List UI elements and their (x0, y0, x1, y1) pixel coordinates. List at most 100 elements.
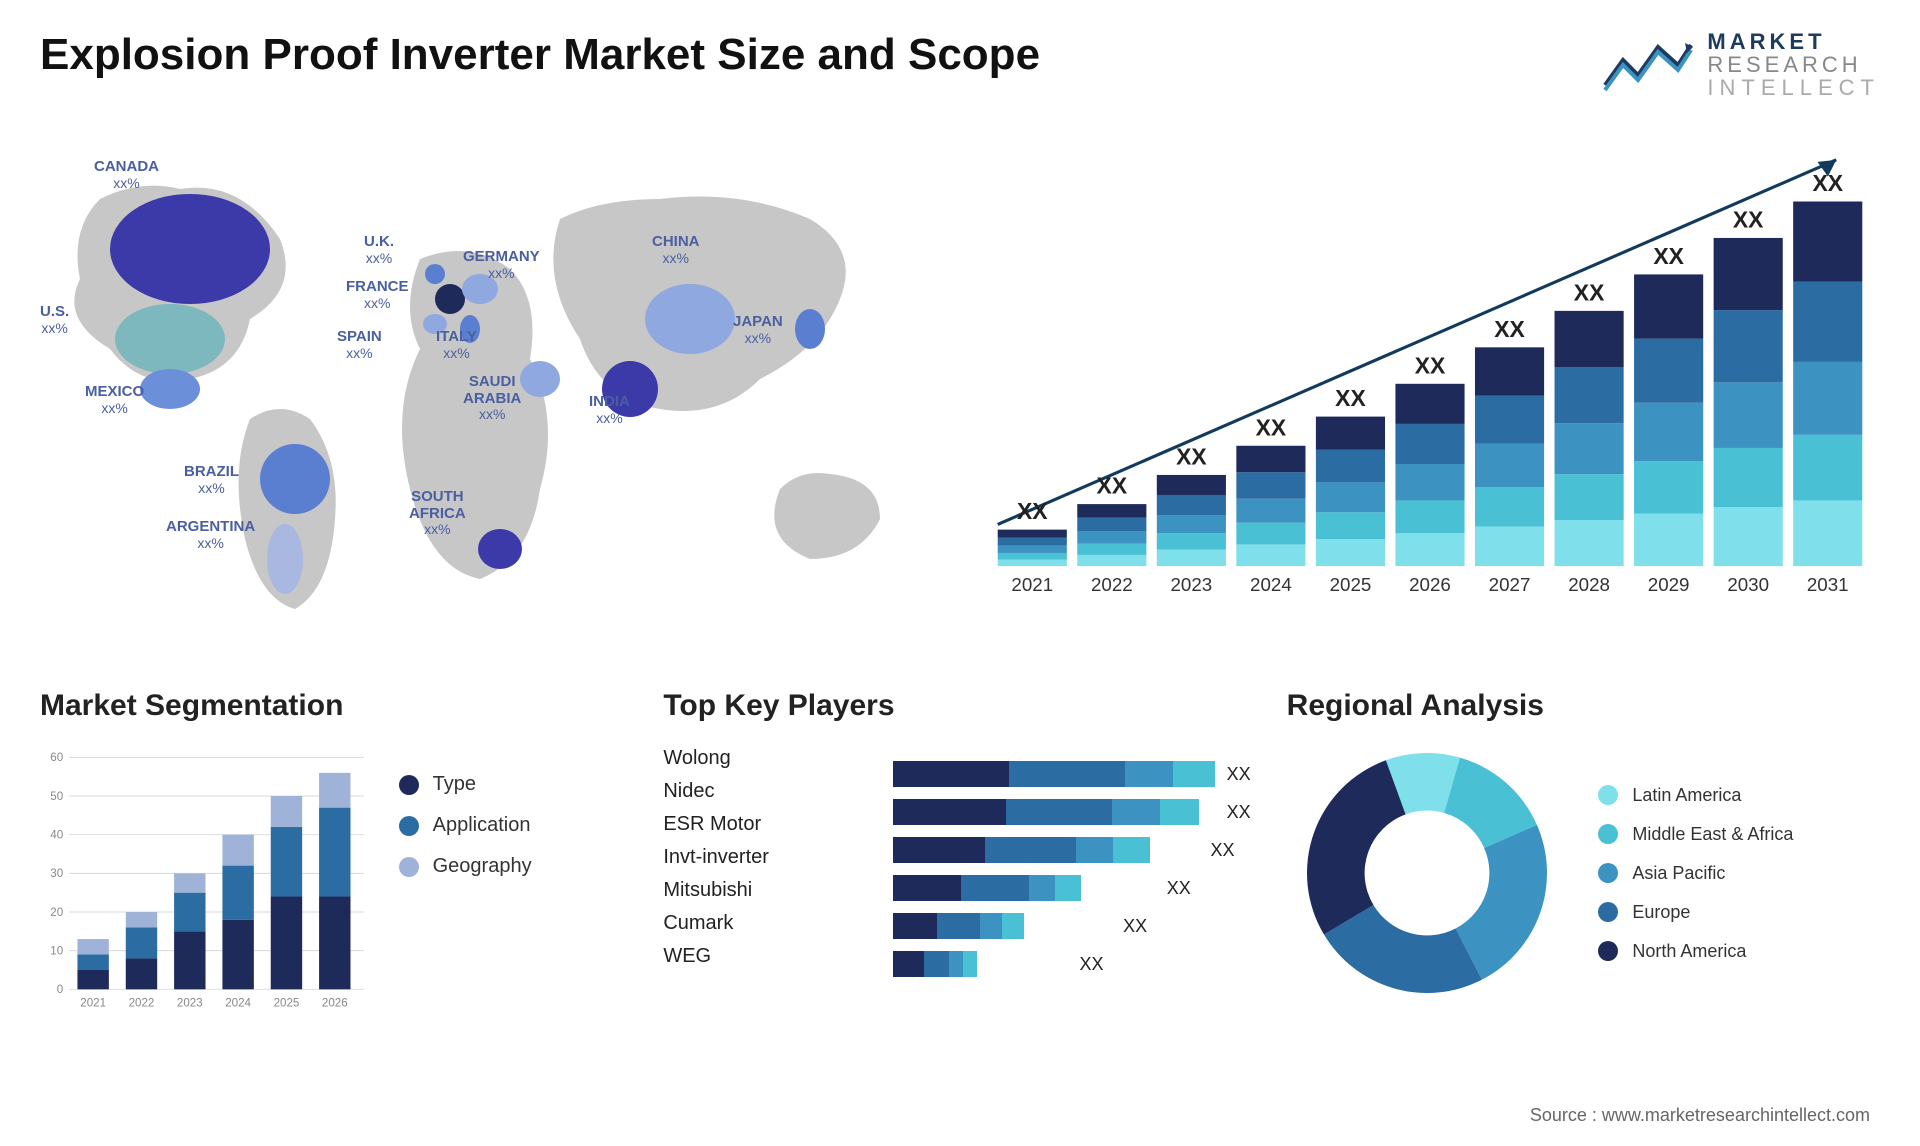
key-players-list: WolongNidecESR MotorInvt-inverterMitsubi… (663, 743, 868, 977)
seg-ytick: 30 (50, 868, 63, 880)
growth-bar-label: XX (1812, 170, 1843, 196)
growth-bar-segment (1395, 501, 1464, 534)
seg-bar-segment (126, 959, 157, 990)
seg-bar-segment (174, 893, 205, 932)
growth-bar-segment (1157, 515, 1226, 533)
logo-line-1: MARKET (1707, 30, 1880, 53)
growth-bar-label: XX (1256, 415, 1287, 441)
growth-year-label: 2027 (1489, 574, 1531, 595)
player-bar-segment (1006, 799, 1112, 825)
seg-bar-segment (271, 827, 302, 897)
growth-year-label: 2025 (1330, 574, 1372, 595)
seg-bar-segment (174, 932, 205, 990)
logo-line-3: INTELLECT (1707, 76, 1880, 99)
growth-chart: 2021202220232024202520262027202820292030… (980, 139, 1880, 639)
growth-bar-segment (1475, 444, 1544, 488)
growth-bar-label: XX (1415, 353, 1446, 379)
growth-year-label: 2029 (1648, 574, 1690, 595)
map-label: CHINAxx% (652, 234, 700, 267)
growth-bar-segment (998, 553, 1067, 560)
player-bar-segment (1009, 761, 1125, 787)
growth-bar-segment (1714, 448, 1783, 507)
segmentation-svg: 202120222023202420252026 0102030405060 (40, 743, 369, 1023)
seg-bar-segment (222, 920, 253, 990)
map-label: SOUTHAFRICAxx% (409, 489, 466, 539)
growth-bar-segment (1555, 474, 1624, 520)
seg-bar-segment (319, 808, 350, 897)
seg-ytick: 10 (50, 946, 63, 958)
seg-bar-segment (126, 912, 157, 927)
growth-bar-segment (1793, 501, 1862, 567)
growth-bar-segment (1475, 488, 1544, 527)
growth-bar-label: XX (1653, 243, 1684, 269)
seg-bar-segment (271, 897, 302, 990)
growth-year-label: 2026 (1409, 574, 1451, 595)
seg-bar-segment (174, 874, 205, 893)
seg-bar-segment (222, 866, 253, 920)
seg-bar-segment (126, 928, 157, 959)
map-argentina (267, 524, 303, 594)
growth-bar-segment (1316, 513, 1385, 540)
growth-bar-segment (1157, 550, 1226, 566)
player-name: Mitsubishi (663, 879, 868, 902)
growth-bar-segment (1555, 423, 1624, 474)
map-label: JAPANxx% (733, 314, 783, 347)
seg-bar-segment (77, 939, 108, 954)
world-map: CANADAxx%U.S.xx%MEXICOxx%BRAZILxx%ARGENT… (40, 139, 940, 639)
donut-slice (1307, 761, 1406, 935)
growth-bar-segment (1236, 545, 1305, 567)
player-bar-segment (1125, 761, 1173, 787)
player-bar-segment (949, 951, 963, 977)
key-players-bars: XXXXXXXXXXXX (893, 743, 1257, 977)
seg-xtick: 2022 (129, 998, 155, 1010)
player-bar-row: XX (893, 913, 1257, 939)
player-bar-row: XX (893, 837, 1257, 863)
player-bar-label: XX (1123, 916, 1153, 937)
donut-svg (1297, 743, 1557, 1003)
growth-bar-segment (1316, 417, 1385, 450)
seg-xtick: 2024 (225, 998, 251, 1010)
key-players-panel: Top Key Players WolongNidecESR MotorInvt… (663, 689, 1256, 1028)
growth-bar-segment (1157, 495, 1226, 515)
growth-bar-segment (998, 530, 1067, 538)
player-bar (893, 761, 1215, 787)
player-bar-segment (893, 761, 1009, 787)
growth-bar-segment (1714, 507, 1783, 566)
growth-bar-segment (1077, 532, 1146, 544)
segmentation-legend: TypeApplicationGeography (399, 743, 634, 1028)
growth-bar-label: XX (1097, 473, 1128, 499)
player-name: WEG (663, 945, 868, 968)
growth-bar-segment (1157, 475, 1226, 495)
growth-bar-segment (1395, 534, 1464, 567)
growth-bar-label: XX (1574, 280, 1605, 306)
legend-dot-icon (399, 775, 419, 795)
player-bar-row: XX (893, 761, 1257, 787)
growth-bar-label: XX (1494, 316, 1525, 342)
growth-bar-segment (1634, 514, 1703, 567)
player-bar-segment (1160, 799, 1199, 825)
player-bar-segment (985, 837, 1077, 863)
top-row: CANADAxx%U.S.xx%MEXICOxx%BRAZILxx%ARGENT… (40, 139, 1880, 639)
seg-ytick: 60 (50, 753, 63, 765)
growth-bar-segment (1555, 367, 1624, 423)
map-china (645, 284, 735, 354)
growth-bar-segment (1714, 310, 1783, 382)
regional-legend-item: Europe (1598, 902, 1880, 923)
growth-bar-segment (1714, 383, 1783, 449)
seg-legend-label: Geography (433, 855, 532, 878)
header: Explosion Proof Inverter Market Size and… (40, 30, 1880, 99)
growth-bar-segment (1316, 483, 1385, 513)
growth-bar-segment (1793, 435, 1862, 501)
player-bar-segment (1029, 875, 1055, 901)
seg-xtick: 2021 (80, 998, 106, 1010)
seg-bar-segment (319, 773, 350, 808)
growth-bar-segment (1555, 520, 1624, 566)
seg-ytick: 50 (50, 791, 63, 803)
regional-legend: Latin AmericaMiddle East & AfricaAsia Pa… (1598, 785, 1880, 962)
legend-dot-icon (1598, 824, 1618, 844)
growth-bar-segment (1077, 518, 1146, 532)
player-bar-label: XX (1167, 878, 1197, 899)
seg-bar-segment (319, 897, 350, 990)
player-bar-segment (963, 951, 977, 977)
player-bar-segment (924, 951, 948, 977)
